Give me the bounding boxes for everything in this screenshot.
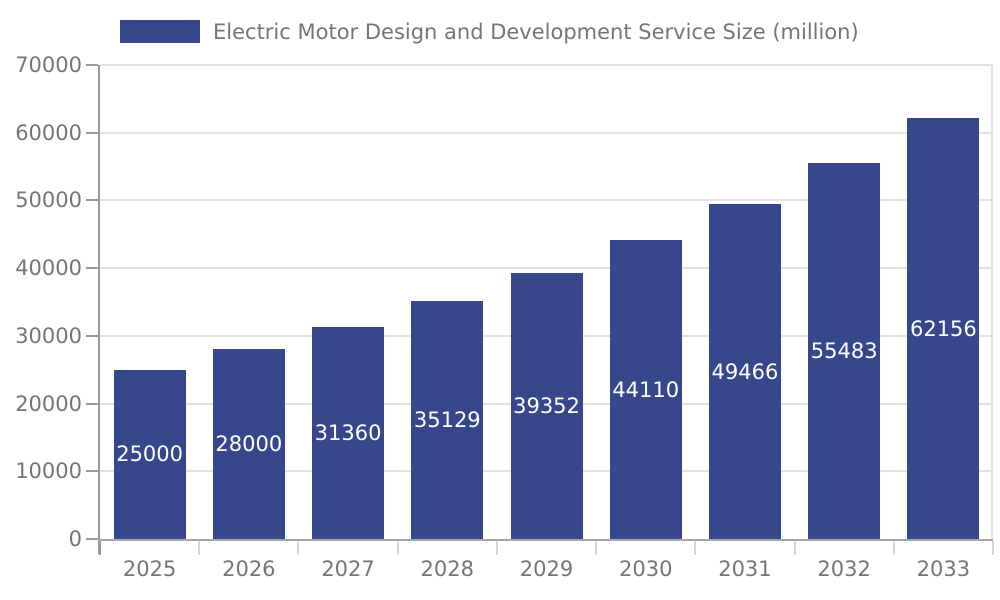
legend: Electric Motor Design and Development Se… xyxy=(120,19,859,44)
x-tick xyxy=(793,541,796,555)
bar: 39352 xyxy=(510,272,583,539)
x-axis-label: 2031 xyxy=(718,557,772,581)
x-tick xyxy=(495,541,498,555)
bar: 55483 xyxy=(808,163,881,539)
x-axis-label: 2027 xyxy=(321,557,375,581)
bar: 28000 xyxy=(212,349,285,539)
bar-value-label: 62156 xyxy=(909,316,977,341)
bar-value-label: 35129 xyxy=(413,408,481,433)
gridline xyxy=(100,199,993,202)
y-axis-line xyxy=(98,65,100,554)
bar: 49466 xyxy=(708,204,781,539)
x-axis-label: 2028 xyxy=(420,557,474,581)
bar-value-label: 31360 xyxy=(314,420,382,445)
bar-value-label: 39352 xyxy=(513,393,580,418)
x-tick xyxy=(396,541,399,555)
x-axis-label: 2032 xyxy=(817,557,871,581)
bar: 44110 xyxy=(609,240,682,539)
x-tick xyxy=(198,541,201,555)
plot-area: 0 10000 20000 30000 40000 50000 60000 70000 2500… xyxy=(15,55,994,581)
x-tick xyxy=(992,541,994,555)
x-axis-label: 2029 xyxy=(519,557,574,581)
bar: 25000 xyxy=(113,369,186,539)
y-tick xyxy=(86,538,98,540)
y-tick-label: 50000 xyxy=(15,188,82,213)
x-tick xyxy=(892,541,895,555)
y-tick-label: 30000 xyxy=(15,323,82,348)
y-tick-label: 70000 xyxy=(15,53,82,77)
y-tick-label: 0 xyxy=(68,527,82,551)
bar: 31360 xyxy=(312,326,385,539)
x-tick xyxy=(297,541,300,555)
x-tick xyxy=(99,541,101,555)
y-tick xyxy=(86,64,98,66)
gridline xyxy=(100,131,993,134)
bar: 35129 xyxy=(411,301,484,539)
gridline xyxy=(100,267,993,270)
x-axis-label: 2025 xyxy=(122,557,177,581)
plot-right-border xyxy=(991,65,993,539)
x-axis-label: 2026 xyxy=(222,557,276,581)
y-tick xyxy=(86,267,98,270)
y-tick-label: 60000 xyxy=(15,120,82,145)
y-tick xyxy=(86,470,98,473)
x-axis-label: 2030 xyxy=(618,557,673,581)
y-tick xyxy=(86,402,98,405)
x-axis-line xyxy=(98,539,993,541)
bar-value-label: 25000 xyxy=(116,442,184,467)
x-tick xyxy=(595,541,598,555)
y-tick-label: 40000 xyxy=(15,256,82,281)
bar-value-label: 49466 xyxy=(711,359,779,384)
legend-swatch xyxy=(120,20,200,43)
x-axis-label: 2033 xyxy=(916,557,971,581)
y-tick-label: 10000 xyxy=(15,459,82,484)
y-tick-label: 20000 xyxy=(15,391,82,416)
bar: 62156 xyxy=(907,118,980,539)
y-tick xyxy=(86,334,98,337)
y-tick xyxy=(86,199,98,202)
bar-value-label: 28000 xyxy=(215,432,283,457)
bar-value-label: 44110 xyxy=(612,377,680,402)
bar-value-label: 55483 xyxy=(810,339,878,364)
chart-title: Electric Motor Design and Development Se… xyxy=(213,19,859,44)
x-tick xyxy=(694,541,697,555)
y-tick xyxy=(86,131,98,134)
gridline xyxy=(100,64,993,66)
